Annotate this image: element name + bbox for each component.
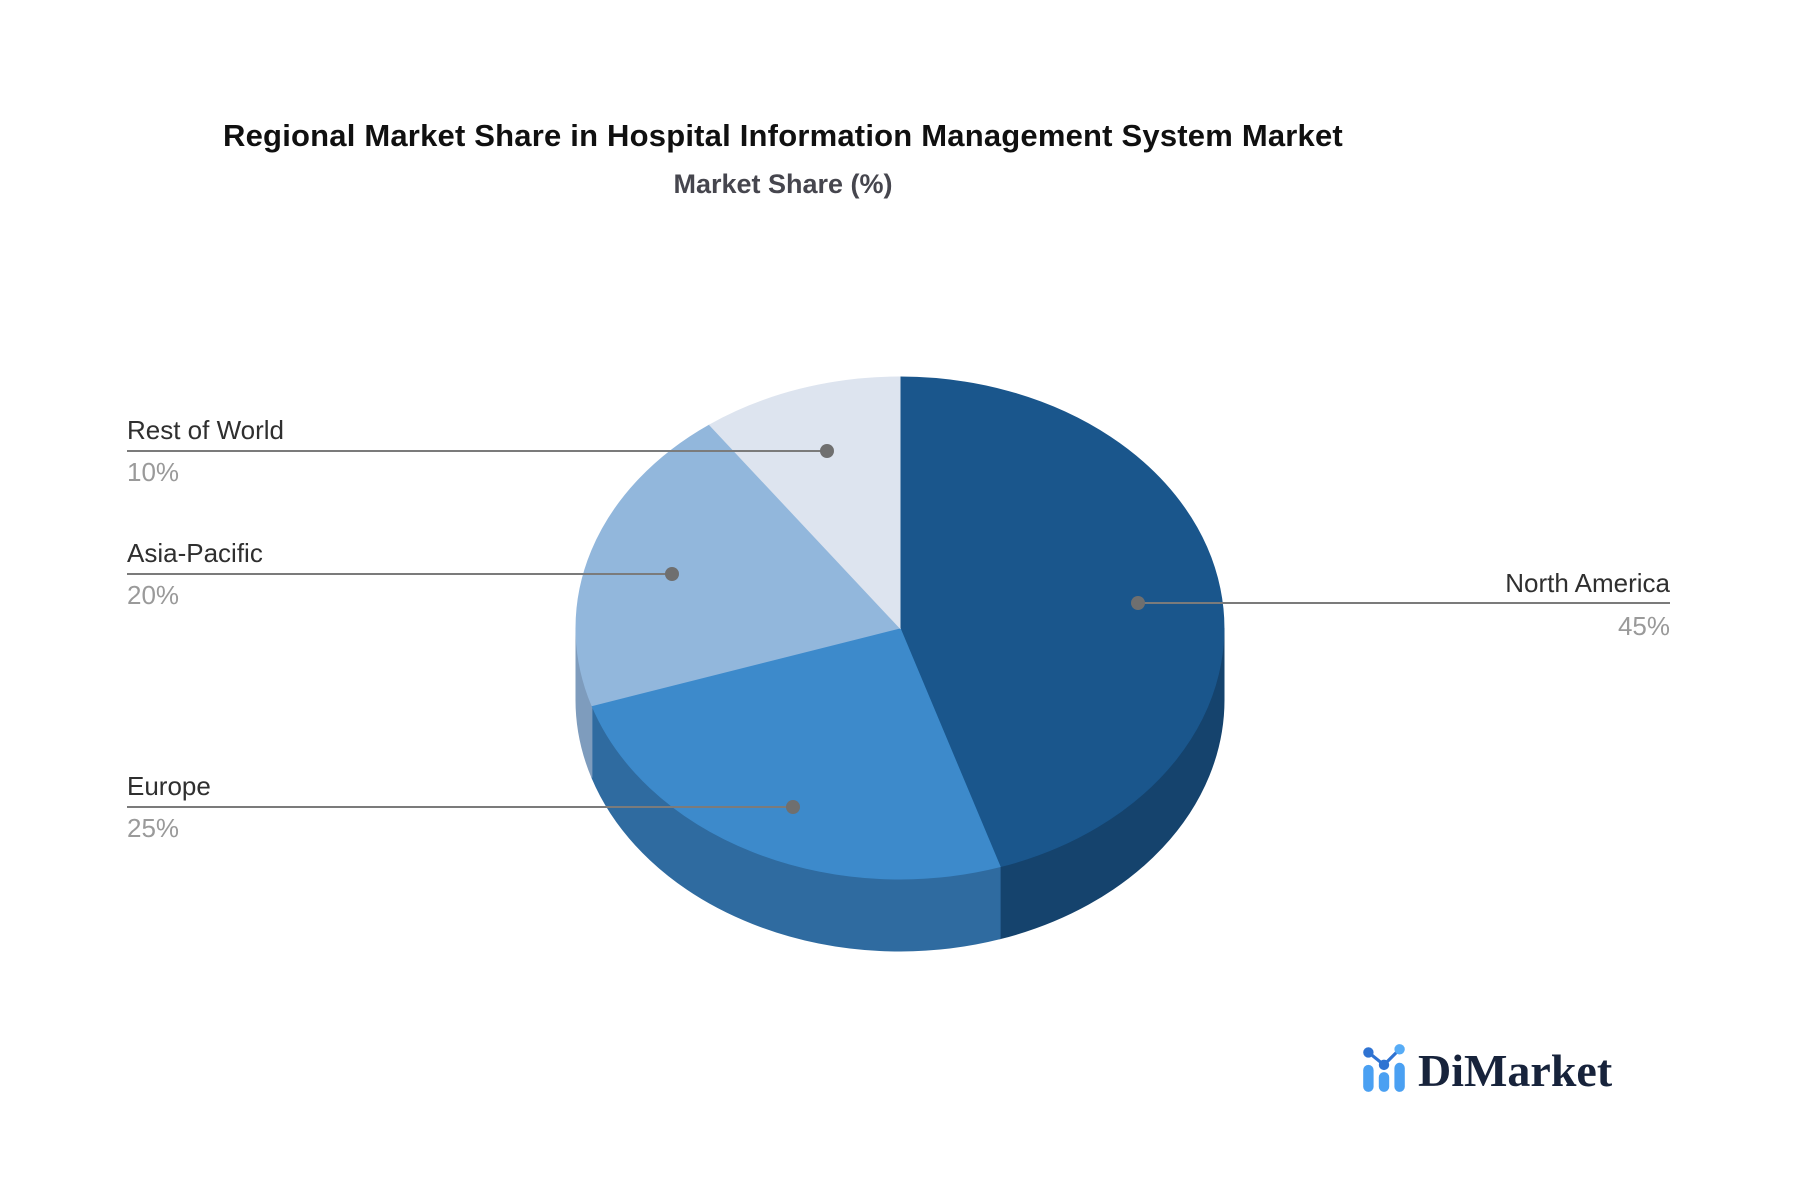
callout-label-rest-of-world: Rest of World (127, 415, 285, 445)
leader-line-north-america (1138, 602, 1670, 604)
leader-dot-europe (786, 800, 800, 814)
leader-dot-north-america (1131, 596, 1145, 610)
callout-value-europe: 25% (127, 813, 180, 843)
leader-line-europe (127, 806, 793, 808)
chart-subtitle: Market Share (%) (673, 169, 893, 199)
callout-label-north-america: North America (1505, 568, 1670, 598)
callout-label-europe: Europe (127, 771, 211, 801)
brand-logo: DiMarket (1358, 1042, 1612, 1096)
pie-slice-europe[interactable] (591, 627, 1001, 880)
bar-chart-logo-icon (1363, 1044, 1405, 1092)
callout-label-asia-pacific: Asia-Pacific (127, 538, 263, 568)
leader-line-asia-pacific (127, 573, 672, 575)
leader-dot-rest-of-world (820, 444, 834, 458)
callout-value-asia-pacific: 20% (127, 580, 180, 610)
callout-value-rest-of-world: 10% (127, 457, 180, 487)
pie-slice-north-america[interactable] (899, 376, 1225, 868)
leader-dot-asia-pacific (665, 567, 679, 581)
brand-logo-text: DiMarket (1418, 1045, 1613, 1096)
chart-title: Regional Market Share in Hospital Inform… (223, 118, 1343, 153)
pie-slice-asia-pacific[interactable] (575, 424, 901, 707)
leader-line-rest-of-world (127, 450, 827, 452)
pie-slice-rest-of-world[interactable] (708, 376, 901, 630)
callout-value-north-america: 45% (1617, 611, 1670, 641)
